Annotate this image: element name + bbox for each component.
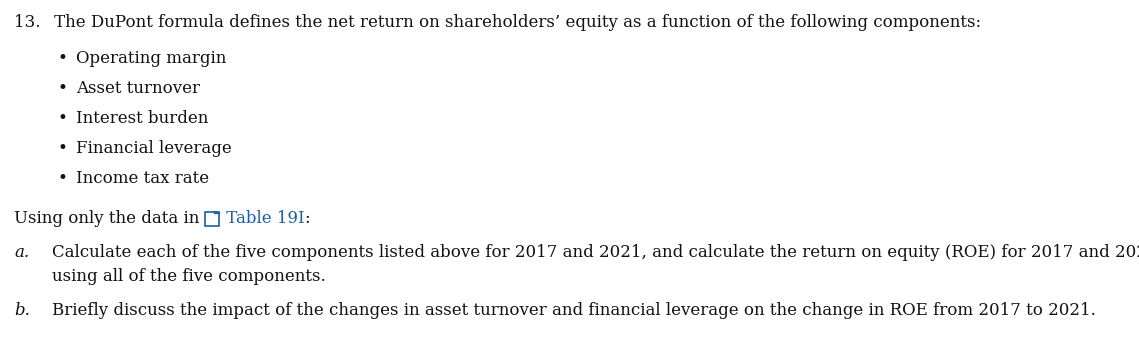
Text: •: •: [58, 110, 68, 127]
Text: a.: a.: [14, 244, 30, 261]
Text: Table 19I: Table 19I: [221, 210, 304, 227]
Text: Operating margin: Operating margin: [76, 50, 227, 67]
Text: •: •: [58, 50, 68, 67]
Text: b.: b.: [14, 302, 30, 319]
Text: Income tax rate: Income tax rate: [76, 170, 210, 187]
Text: Using only the data in: Using only the data in: [14, 210, 205, 227]
Text: Briefly discuss the impact of the changes in asset turnover and financial levera: Briefly discuss the impact of the change…: [52, 302, 1096, 319]
Text: Interest burden: Interest burden: [76, 110, 208, 127]
Text: •: •: [58, 140, 68, 157]
Text: Financial leverage: Financial leverage: [76, 140, 231, 157]
Text: 13.  The DuPont formula defines the net return on shareholders’ equity as a func: 13. The DuPont formula defines the net r…: [14, 14, 981, 31]
Text: •: •: [58, 170, 68, 187]
Text: •: •: [58, 80, 68, 97]
Text: Asset turnover: Asset turnover: [76, 80, 200, 97]
Text: using all of the five components.: using all of the five components.: [52, 268, 326, 285]
Text: :: :: [304, 210, 310, 227]
Text: Calculate each of the five components listed above for 2017 and 2021, and calcul: Calculate each of the five components li…: [52, 244, 1139, 261]
